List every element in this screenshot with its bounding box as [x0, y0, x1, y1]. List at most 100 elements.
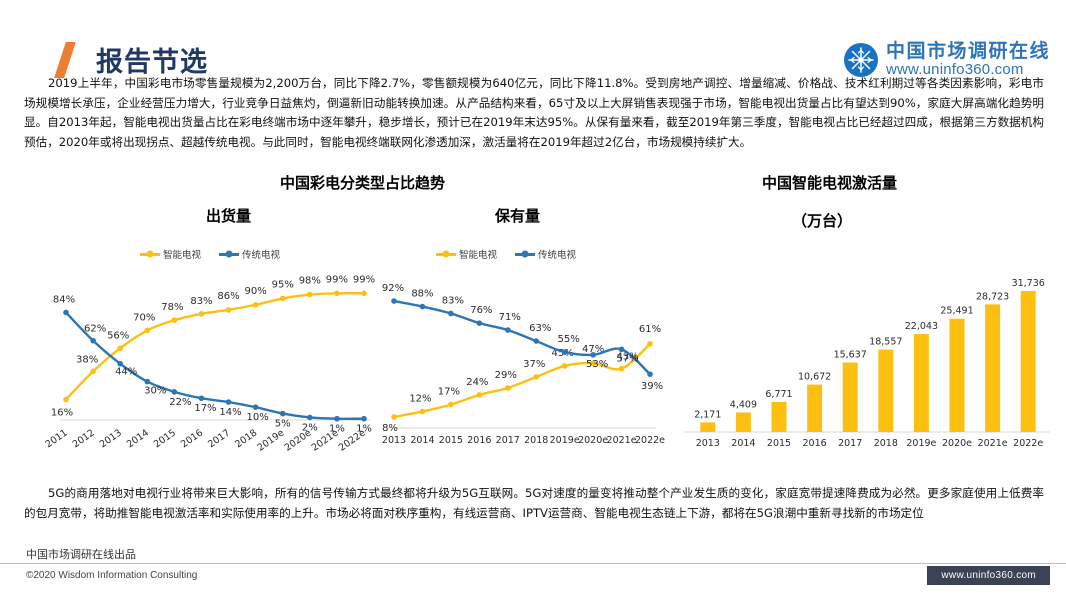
footer-copyright: ©2020 Wisdom Information Consulting [26, 570, 198, 581]
data-label: 2% [302, 422, 318, 433]
data-point [63, 396, 69, 403]
snowflake-circle-icon [843, 43, 878, 77]
data-point [561, 363, 568, 369]
data-label: 39% [641, 381, 663, 392]
x-tick-label: 2015 [439, 435, 463, 446]
data-point [533, 338, 540, 344]
data-point [117, 360, 123, 367]
data-label: 29% [495, 370, 517, 381]
brand-logo: 中国市场调研在线 www.uninfo360.com [843, 40, 1050, 79]
footer-divider [0, 563, 1066, 564]
data-label: 57% [616, 353, 638, 364]
bar-value-label: 25,491 [940, 306, 973, 317]
x-tick-label: 2022e [635, 435, 665, 446]
data-point [307, 291, 313, 298]
data-label: 44% [115, 367, 137, 378]
data-label: 83% [190, 296, 212, 307]
x-tick-label: 2017 [838, 438, 862, 449]
data-point [647, 341, 653, 347]
x-tick-label: 2018 [874, 438, 898, 449]
data-point [198, 395, 205, 402]
data-point [361, 415, 367, 422]
data-point [391, 298, 397, 304]
ownership-line-chart: 8%12%17%24%29%37%45%47%43%61%92%88%83%76… [382, 283, 665, 446]
data-label: 17% [194, 403, 216, 414]
legend-marker-traditional-tv [219, 252, 240, 256]
data-point [171, 317, 178, 323]
data-label: 92% [382, 283, 404, 294]
x-tick-label: 2019e [550, 435, 580, 446]
data-label: 78% [161, 302, 183, 313]
data-point [533, 374, 540, 380]
bar [878, 349, 894, 432]
bar [735, 412, 751, 432]
bar [1020, 291, 1036, 432]
data-point [504, 327, 511, 333]
x-tick-label: 2018 [524, 435, 548, 446]
x-tick-label: 2016 [467, 435, 491, 446]
data-point [590, 352, 596, 358]
legend-marker-smart-tv [140, 252, 160, 256]
x-tick-label: 2013 [382, 435, 406, 446]
page-title: 报告节选 [96, 47, 208, 78]
data-point [504, 385, 511, 391]
x-tick-label: 2013 [98, 427, 124, 450]
legend-item-smart-tv: 智能电视 [140, 247, 201, 261]
x-tick-label: 2015 [767, 438, 791, 449]
bar [842, 362, 858, 432]
data-label: 16% [51, 408, 73, 419]
ownership-legend: 智能电视 传统电视 [436, 247, 576, 261]
logo-company-name: 中国市场调研在线 [885, 40, 1050, 63]
x-tick-label: 2020e [578, 435, 608, 446]
x-tick-label: 2022e [1013, 438, 1043, 449]
bar-value-label: 18,557 [869, 337, 902, 348]
data-label: 1% [329, 424, 345, 435]
data-label: 14% [219, 407, 241, 418]
data-point [419, 408, 426, 415]
data-label: 17% [438, 387, 460, 398]
x-tick-label: 2012 [71, 427, 97, 450]
shipment-chart-title: 出货量 [206, 207, 252, 225]
data-label: 1% [356, 424, 372, 435]
data-point [647, 371, 653, 377]
right-group-title: 中国智能电视激活量 [762, 174, 898, 192]
data-point [225, 307, 232, 313]
bar-value-label: 15,637 [834, 350, 867, 361]
x-tick-label: 2020e [283, 427, 314, 453]
data-label: 95% [272, 279, 294, 290]
bar [985, 304, 1001, 432]
data-point [590, 360, 596, 366]
bar-value-label: 6,771 [765, 389, 792, 400]
left-group-title: 中国彩电分类型占比趋势 [280, 174, 446, 192]
data-point [334, 415, 340, 422]
data-point [225, 399, 232, 405]
legend-label-smart-tv-2: 智能电视 [459, 250, 498, 261]
legend-item-traditional-tv-2: 传统电视 [515, 247, 576, 261]
data-label: 63% [529, 323, 551, 334]
x-tick-label: 2021e [978, 438, 1008, 449]
data-point [252, 302, 259, 308]
data-point [171, 389, 178, 395]
data-label: 43% [616, 352, 638, 363]
data-point [279, 295, 286, 302]
data-point [90, 368, 96, 375]
logo-website-url: www.uninfo360.com [885, 61, 1024, 79]
bar-value-label: 28,723 [976, 291, 1009, 302]
data-label: 47% [582, 344, 604, 355]
data-label: 22% [169, 397, 191, 408]
data-point [144, 327, 151, 334]
data-point [391, 414, 397, 420]
data-label: 84% [53, 294, 75, 305]
data-label: 37% [523, 359, 545, 370]
footer-url-badge[interactable]: www.uninfo360.com [927, 566, 1050, 585]
x-tick-label: 2013 [696, 438, 720, 449]
data-point [561, 349, 568, 355]
bar [807, 384, 823, 432]
x-tick-label: 2011 [44, 427, 70, 450]
slide-header: 报告节选 中国市场调研在线 w [0, 18, 1066, 78]
legend-label-traditional-tv-2: 传统电视 [538, 250, 577, 261]
data-point [117, 345, 123, 352]
series-line-1 [64, 291, 366, 401]
shipment-legend: 智能电视 传统电视 [140, 247, 280, 261]
